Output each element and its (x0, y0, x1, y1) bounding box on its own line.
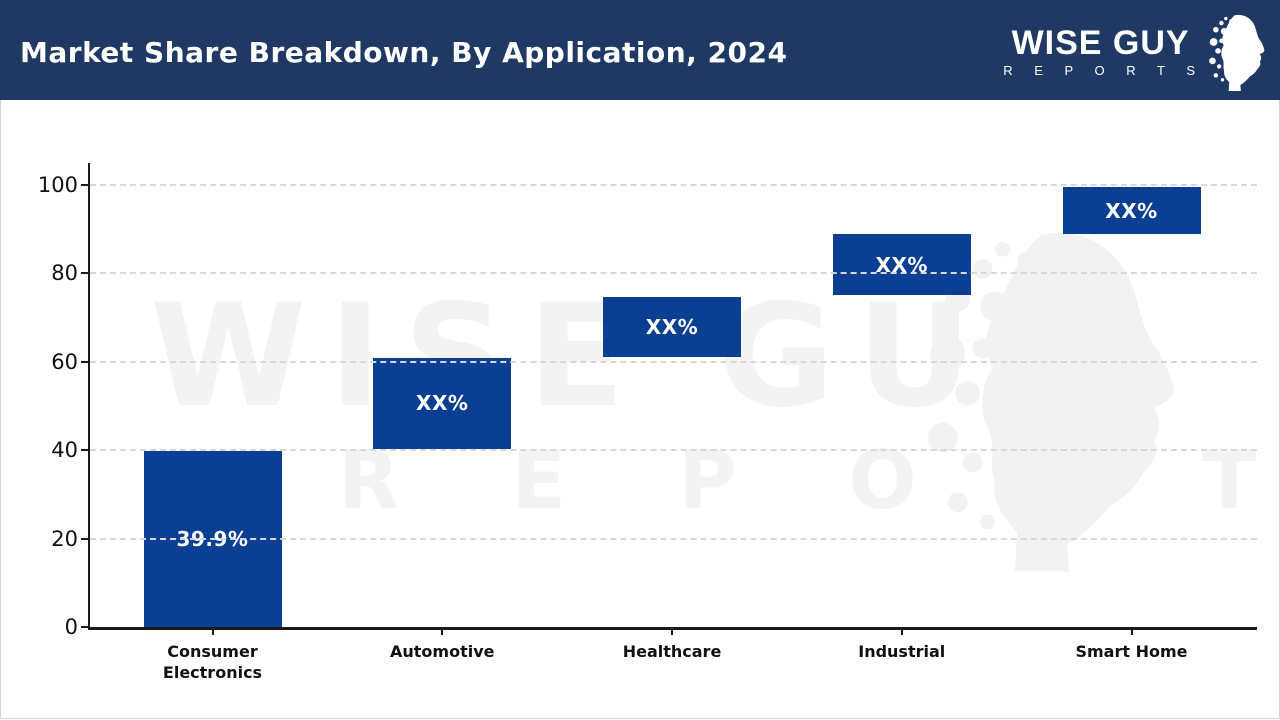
y-axis-tick-label: 80 (51, 261, 78, 286)
head-profile-icon (1209, 14, 1265, 91)
y-axis-tick (81, 537, 89, 540)
gridline (90, 537, 1257, 540)
brand-logo-text: WISE GUY R E P O R T S (997, 25, 1204, 79)
bar-value-label: XX% (416, 391, 469, 416)
y-axis-tick-label: 40 (51, 438, 78, 463)
y-axis-tick-label: 0 (64, 615, 78, 639)
gridline (90, 449, 1257, 452)
gridline (90, 360, 1257, 363)
gridline (90, 184, 1257, 186)
bar-value-label: XX% (1105, 198, 1158, 223)
x-axis-category-label: Healthcare (622, 642, 722, 661)
x-axis-category-label: Industrial (858, 642, 946, 661)
chart-title: Market Share Breakdown, By Application, … (20, 36, 788, 69)
plot-area: 0 20 40 60 80 100 39.9% XX% XX% XX% XX% Consumer El… (38, 163, 1257, 682)
brand-subname: R E P O R T S (1003, 63, 1204, 78)
bar-value-label: XX% (645, 314, 699, 339)
x-axis-tick (671, 627, 673, 635)
y-axis-tick-label: 100 (37, 173, 78, 197)
header-band: Market Share Breakdown, By Application, … (0, 0, 1280, 100)
bar-automotive: XX% (373, 357, 512, 449)
x-axis-tick (441, 627, 444, 635)
y-axis-tick (81, 272, 89, 275)
bar-industrial: XX% (832, 234, 971, 296)
x-axis-tick (900, 627, 903, 635)
y-axis-tick-label: 20 (51, 526, 78, 551)
gridline (90, 272, 1257, 275)
x-axis-category-label: Automotive (390, 642, 495, 661)
bar-healthcare: XX% (603, 296, 741, 357)
brand-logo: WISE GUY R E P O R T S (997, 12, 1266, 92)
x-axis-tick (211, 627, 214, 635)
y-axis-tick (81, 626, 89, 628)
y-axis-tick-label: 60 (51, 349, 78, 374)
x-axis-category-label: Consumer Electronics (162, 642, 263, 682)
brand-name: WISE GUY (1011, 24, 1190, 62)
bar-smart-home: XX% (1062, 187, 1201, 235)
y-axis-tick (81, 449, 89, 452)
x-axis-tick (1130, 627, 1133, 635)
y-axis-tick (81, 184, 89, 186)
y-axis-tick (81, 360, 89, 363)
x-axis-category-label: Smart Home (1075, 642, 1188, 661)
